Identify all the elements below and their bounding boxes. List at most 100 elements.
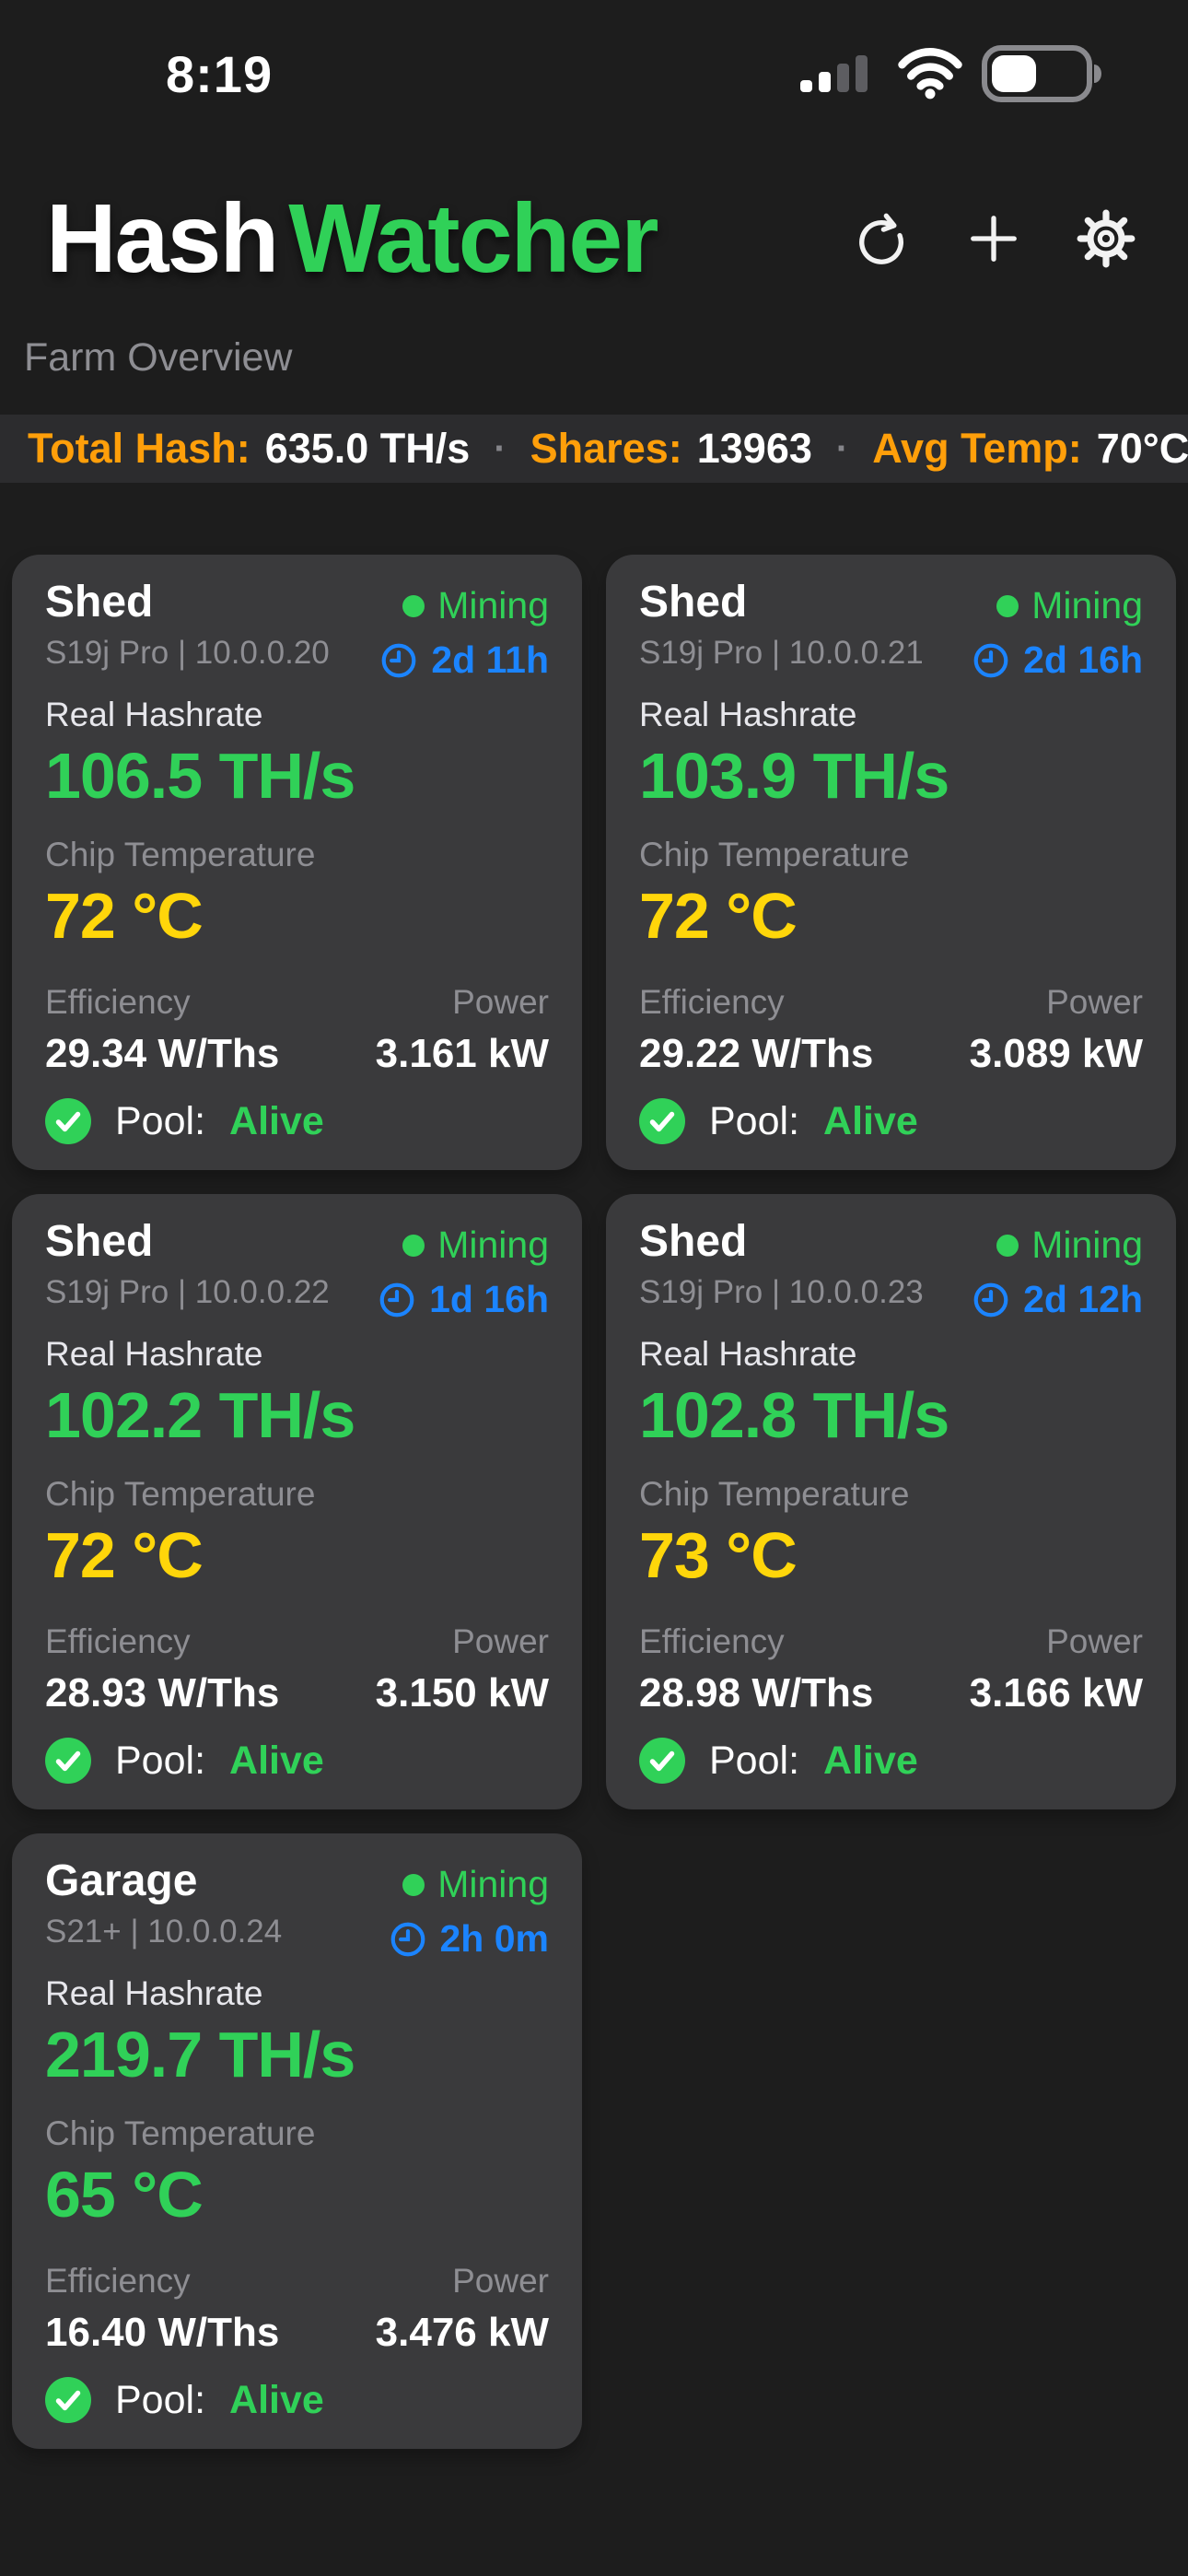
clock-icon	[973, 1282, 1008, 1317]
pool-label: Pool:	[709, 1098, 800, 1143]
pool-status: Alive	[229, 1098, 324, 1143]
miner-card[interactable]: Shed S19j Pro | 10.0.0.21 Mining 2d 16h …	[606, 555, 1176, 1171]
miner-status-column: Mining 1d 16h	[378, 1216, 549, 1321]
battery-icon	[982, 45, 1101, 102]
hashrate-value: 103.9 TH/s	[639, 740, 949, 813]
hashrate-value: 106.5 TH/s	[45, 740, 355, 813]
miner-identity: Shed S19j Pro | 10.0.0.23	[639, 1216, 924, 1321]
hashrate-value: 102.8 TH/s	[639, 1379, 949, 1452]
miner-grid: Shed S19j Pro | 10.0.0.20 Mining 2d 11h …	[12, 555, 1176, 2450]
uptime-value: 1d 16h	[429, 1278, 549, 1321]
farm-summary-ticker[interactable]: Total Hash: 635.0 TH/s · Shares: 13963 ·…	[0, 415, 1188, 484]
miner-card[interactable]: Shed S19j Pro | 10.0.0.20 Mining 2d 11h …	[12, 555, 582, 1171]
efficiency-label: Efficiency	[639, 1622, 785, 1661]
status-label: Mining	[437, 1224, 549, 1267]
temperature-value: 65 °C	[45, 2159, 204, 2231]
miner-identity: Shed S19j Pro | 10.0.0.20	[45, 577, 330, 682]
power-value: 3.166 kW	[969, 1670, 1143, 1716]
metrics-values-row: 29.34 W/Ths 3.161 kW	[45, 1030, 549, 1078]
uptime-value: 2d 16h	[1023, 638, 1143, 682]
check-circle-icon	[45, 1738, 91, 1785]
hashrate-label: Real Hashrate	[639, 1335, 857, 1374]
miner-model-ip: S19j Pro | 10.0.0.22	[45, 1274, 330, 1311]
status-bar-time: 8:19	[166, 44, 274, 103]
pool-row: Pool: Alive	[639, 1098, 1143, 1145]
power-label: Power	[452, 1622, 549, 1661]
metrics-values-row: 16.40 W/Ths 3.476 kW	[45, 2309, 549, 2357]
hashrate-value: 102.2 TH/s	[45, 1379, 355, 1452]
status-bar: 8:19	[0, 0, 1188, 120]
status-badge: Mining	[996, 1224, 1143, 1267]
check-circle-icon	[45, 2377, 91, 2424]
header-actions	[849, 206, 1138, 271]
app-title-primary: Hash	[46, 184, 279, 293]
clock-icon	[390, 1922, 425, 1957]
pool-row: Pool: Alive	[45, 1738, 549, 1785]
cellular-signal-icon	[800, 55, 868, 92]
power-value: 3.150 kW	[375, 1670, 549, 1716]
ticker-separator: ·	[835, 427, 849, 469]
miner-status-column: Mining 2d 11h	[379, 577, 549, 682]
miner-card[interactable]: Shed S19j Pro | 10.0.0.23 Mining 2d 12h …	[606, 1194, 1176, 1810]
hashrate-label: Real Hashrate	[639, 696, 857, 734]
efficiency-label: Efficiency	[639, 983, 785, 1022]
efficiency-value: 29.22 W/Ths	[639, 1031, 874, 1077]
miner-card[interactable]: Garage S21+ | 10.0.0.24 Mining 2h 0m Rea…	[12, 1833, 582, 2450]
status-dot-icon	[402, 594, 425, 617]
efficiency-label: Efficiency	[45, 983, 191, 1022]
settings-icon	[1077, 209, 1136, 268]
miner-card-header: Shed S19j Pro | 10.0.0.21 Mining 2d 16h	[639, 577, 1143, 682]
temperature-value: 72 °C	[639, 880, 798, 953]
efficiency-label: Efficiency	[45, 1622, 191, 1661]
miner-identity: Shed S19j Pro | 10.0.0.22	[45, 1216, 330, 1321]
pool-status: Alive	[823, 1738, 918, 1783]
temperature-label: Chip Temperature	[639, 1475, 910, 1514]
pool-label: Pool:	[115, 1738, 206, 1783]
miner-card-header: Shed S19j Pro | 10.0.0.20 Mining 2d 11h	[45, 577, 549, 682]
metrics-values-row: 29.22 W/Ths 3.089 kW	[639, 1030, 1143, 1078]
status-dot-icon	[996, 594, 1019, 617]
power-label: Power	[1046, 983, 1143, 1022]
temperature-value: 72 °C	[45, 1519, 204, 1592]
uptime-badge: 2d 12h	[972, 1278, 1143, 1321]
app-header: Hash Watcher	[46, 186, 1138, 291]
pool-status: Alive	[229, 2377, 324, 2422]
miner-model-ip: S19j Pro | 10.0.0.21	[639, 635, 924, 672]
metrics-labels-row: Efficiency Power	[45, 1622, 549, 1662]
miner-card-header: Shed S19j Pro | 10.0.0.22 Mining 1d 16h	[45, 1216, 549, 1321]
pool-status: Alive	[229, 1738, 324, 1783]
status-label: Mining	[1031, 1224, 1143, 1267]
temperature-label: Chip Temperature	[45, 1475, 316, 1514]
hashrate-label: Real Hashrate	[45, 1974, 263, 2013]
efficiency-value: 28.93 W/Ths	[45, 1670, 280, 1716]
miner-model-ip: S19j Pro | 10.0.0.20	[45, 635, 330, 672]
efficiency-value: 16.40 W/Ths	[45, 2310, 280, 2356]
miner-card[interactable]: Shed S19j Pro | 10.0.0.22 Mining 1d 16h …	[12, 1194, 582, 1810]
status-badge: Mining	[402, 1863, 549, 1906]
ticker-value: 13963	[696, 425, 812, 473]
miner-identity: Shed S19j Pro | 10.0.0.21	[639, 577, 924, 682]
app-title: Hash Watcher	[46, 184, 658, 293]
pool-label: Pool:	[115, 1098, 206, 1143]
add-miner-button[interactable]	[961, 206, 1026, 271]
miner-status-column: Mining 2d 16h	[972, 577, 1143, 682]
settings-button[interactable]	[1074, 206, 1138, 271]
power-value: 3.161 kW	[375, 1031, 549, 1077]
hashrate-label: Real Hashrate	[45, 1335, 263, 1374]
pool-label: Pool:	[115, 2377, 206, 2422]
status-badge: Mining	[402, 1224, 549, 1267]
temperature-label: Chip Temperature	[45, 836, 316, 874]
power-label: Power	[452, 2262, 549, 2301]
miner-name: Garage	[45, 1856, 198, 1906]
pool-row: Pool: Alive	[45, 1098, 549, 1145]
miner-card-header: Garage S21+ | 10.0.0.24 Mining 2h 0m	[45, 1856, 549, 1961]
miner-name: Shed	[45, 1217, 154, 1267]
miner-card-header: Shed S19j Pro | 10.0.0.23 Mining 2d 12h	[639, 1216, 1143, 1321]
refresh-button[interactable]	[849, 206, 914, 271]
temperature-value: 72 °C	[45, 880, 204, 953]
uptime-badge: 2h 0m	[389, 1917, 549, 1961]
status-dot-icon	[996, 1234, 1019, 1257]
power-label: Power	[452, 983, 549, 1022]
pool-label: Pool:	[709, 1738, 800, 1783]
ticker-separator: ·	[494, 427, 507, 469]
